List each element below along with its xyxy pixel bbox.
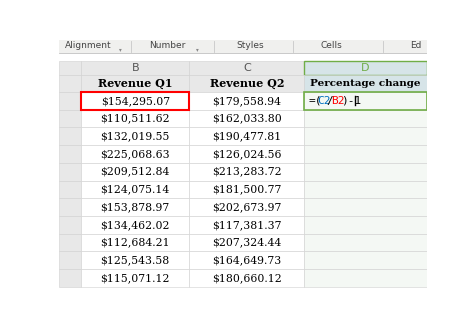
Bar <box>59 110 81 127</box>
Bar <box>190 92 304 110</box>
Text: $117,381.37: $117,381.37 <box>212 220 282 230</box>
Text: $179,558.94: $179,558.94 <box>212 96 281 106</box>
Bar <box>304 61 427 75</box>
Bar <box>190 127 304 145</box>
Text: $126,024.56: $126,024.56 <box>212 149 282 159</box>
Text: $162,033.80: $162,033.80 <box>212 114 282 123</box>
Bar <box>304 181 427 198</box>
Text: $180,660.12: $180,660.12 <box>212 273 282 283</box>
Bar <box>190 198 304 216</box>
Text: $225,068.63: $225,068.63 <box>100 149 170 159</box>
Bar <box>304 234 427 251</box>
Bar <box>81 269 190 287</box>
Text: $115,071.12: $115,071.12 <box>100 273 170 283</box>
Bar <box>190 234 304 251</box>
Text: ▾: ▾ <box>196 48 199 52</box>
Bar <box>81 75 190 92</box>
Bar <box>81 181 190 198</box>
Text: $125,543.58: $125,543.58 <box>100 255 170 265</box>
Text: Alignment: Alignment <box>65 41 112 50</box>
Text: Styles: Styles <box>237 41 264 50</box>
Text: Number: Number <box>149 41 186 50</box>
Bar <box>304 145 427 163</box>
Bar <box>81 163 190 181</box>
Bar <box>190 216 304 234</box>
Bar <box>81 110 190 127</box>
Bar <box>59 40 427 53</box>
Bar <box>81 198 190 216</box>
Bar <box>59 198 81 216</box>
Text: /: / <box>327 96 333 106</box>
Bar <box>59 216 81 234</box>
Text: $132,019.55: $132,019.55 <box>100 131 170 141</box>
Bar <box>304 110 427 127</box>
Bar <box>190 145 304 163</box>
Text: $213,283.72: $213,283.72 <box>212 167 282 177</box>
Bar <box>81 251 190 269</box>
Text: $134,462.02: $134,462.02 <box>100 220 170 230</box>
Bar <box>81 145 190 163</box>
Text: Percentage change: Percentage change <box>310 79 420 88</box>
Bar <box>190 163 304 181</box>
Text: $164,649.73: $164,649.73 <box>212 255 282 265</box>
Bar <box>190 61 304 75</box>
Bar <box>81 61 190 75</box>
Text: $110,511.62: $110,511.62 <box>100 114 170 123</box>
Bar <box>59 75 81 92</box>
Bar <box>190 75 304 92</box>
Text: Revenue Q1: Revenue Q1 <box>98 78 173 89</box>
Bar <box>81 92 190 110</box>
Text: $181,500.77: $181,500.77 <box>212 184 282 194</box>
Text: Ed: Ed <box>410 41 421 50</box>
Bar <box>59 163 81 181</box>
Text: B2: B2 <box>331 96 345 106</box>
Bar <box>304 127 427 145</box>
Text: C: C <box>243 63 251 73</box>
Bar <box>81 216 190 234</box>
Text: C2: C2 <box>317 96 331 106</box>
Bar <box>190 181 304 198</box>
Text: $154,295.07: $154,295.07 <box>100 96 170 106</box>
Bar <box>190 110 304 127</box>
Bar <box>59 127 81 145</box>
Text: $202,673.97: $202,673.97 <box>212 202 282 212</box>
Text: $207,324.44: $207,324.44 <box>212 238 282 248</box>
Bar <box>304 251 427 269</box>
Text: )-1: )-1 <box>341 96 361 106</box>
Bar <box>59 234 81 251</box>
Text: $209,512.84: $209,512.84 <box>100 167 170 177</box>
Bar <box>81 127 190 145</box>
Bar <box>304 198 427 216</box>
Text: $112,684.21: $112,684.21 <box>100 238 170 248</box>
Bar <box>304 92 427 110</box>
Bar <box>81 92 190 110</box>
Bar <box>59 251 81 269</box>
Text: $190,477.81: $190,477.81 <box>212 131 282 141</box>
Text: =(: =( <box>308 96 321 106</box>
Bar <box>190 269 304 287</box>
Bar <box>59 92 81 110</box>
Bar <box>59 145 81 163</box>
Bar <box>304 75 427 92</box>
Bar <box>304 269 427 287</box>
Bar <box>59 61 81 75</box>
Text: $153,878.97: $153,878.97 <box>100 202 170 212</box>
Bar <box>59 269 81 287</box>
Bar <box>81 234 190 251</box>
Text: D: D <box>361 63 370 73</box>
Text: Cells: Cells <box>320 41 342 50</box>
Text: ▾: ▾ <box>118 48 121 52</box>
Text: B: B <box>131 63 139 73</box>
Text: Revenue Q2: Revenue Q2 <box>210 78 284 89</box>
Bar <box>59 53 427 61</box>
Bar <box>304 216 427 234</box>
Bar <box>190 251 304 269</box>
Bar <box>59 181 81 198</box>
Bar <box>304 163 427 181</box>
Text: $124,075.14: $124,075.14 <box>100 184 170 194</box>
Bar <box>304 92 427 110</box>
